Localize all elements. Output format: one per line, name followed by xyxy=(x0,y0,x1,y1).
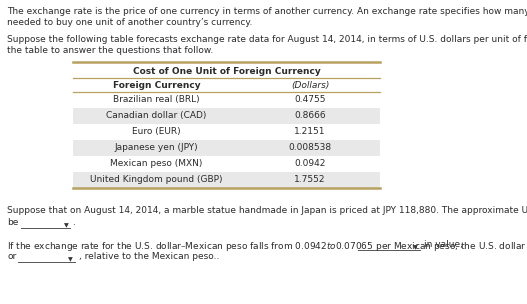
Bar xyxy=(73,140,380,156)
Text: 0.0942: 0.0942 xyxy=(294,159,326,168)
Text: , relative to the Mexican peso..: , relative to the Mexican peso.. xyxy=(79,252,219,261)
Text: Japanese yen (JPY): Japanese yen (JPY) xyxy=(115,143,198,152)
Text: (Dollars): (Dollars) xyxy=(291,81,329,90)
Bar xyxy=(73,172,380,188)
Text: Euro (EUR): Euro (EUR) xyxy=(132,127,181,136)
Text: or: or xyxy=(7,252,16,261)
Text: Foreign Currency: Foreign Currency xyxy=(113,81,200,90)
Text: 1.2151: 1.2151 xyxy=(294,127,326,136)
Text: .: . xyxy=(73,218,76,227)
Text: 1.7552: 1.7552 xyxy=(294,175,326,184)
Text: Mexican peso (MXN): Mexican peso (MXN) xyxy=(110,159,203,168)
Text: be: be xyxy=(7,218,18,227)
Text: ▼: ▼ xyxy=(64,223,69,228)
Text: United Kingdom pound (GBP): United Kingdom pound (GBP) xyxy=(90,175,223,184)
Text: Canadian dollar (CAD): Canadian dollar (CAD) xyxy=(106,111,207,120)
Text: Cost of One Unit of Foreign Currency: Cost of One Unit of Foreign Currency xyxy=(133,67,320,76)
Text: Suppose the following table forecasts exchange rate data for August 14, 2014, in: Suppose the following table forecasts ex… xyxy=(7,35,527,44)
Text: 0.8666: 0.8666 xyxy=(294,111,326,120)
Text: 0.4755: 0.4755 xyxy=(294,95,326,104)
Bar xyxy=(73,108,380,124)
Text: 0.008538: 0.008538 xyxy=(288,143,331,152)
Text: ▼: ▼ xyxy=(413,245,417,250)
Text: the table to answer the questions that follow.: the table to answer the questions that f… xyxy=(7,46,213,55)
Text: If the exchange rate for the U.S. dollar–Mexican peso falls from $0.0942 to $0.0: If the exchange rate for the U.S. dollar… xyxy=(7,240,526,253)
Text: ▼: ▼ xyxy=(67,257,72,262)
Text: Suppose that on August 14, 2014, a marble statue handmade in Japan is priced at : Suppose that on August 14, 2014, a marbl… xyxy=(7,206,527,215)
Text: Brazilian real (BRL): Brazilian real (BRL) xyxy=(113,95,200,104)
Text: needed to buy one unit of another country’s currency.: needed to buy one unit of another countr… xyxy=(7,18,252,27)
Text: in value,: in value, xyxy=(424,240,463,249)
Text: The exchange rate is the price of one currency in terms of another currency. An : The exchange rate is the price of one cu… xyxy=(7,7,527,16)
